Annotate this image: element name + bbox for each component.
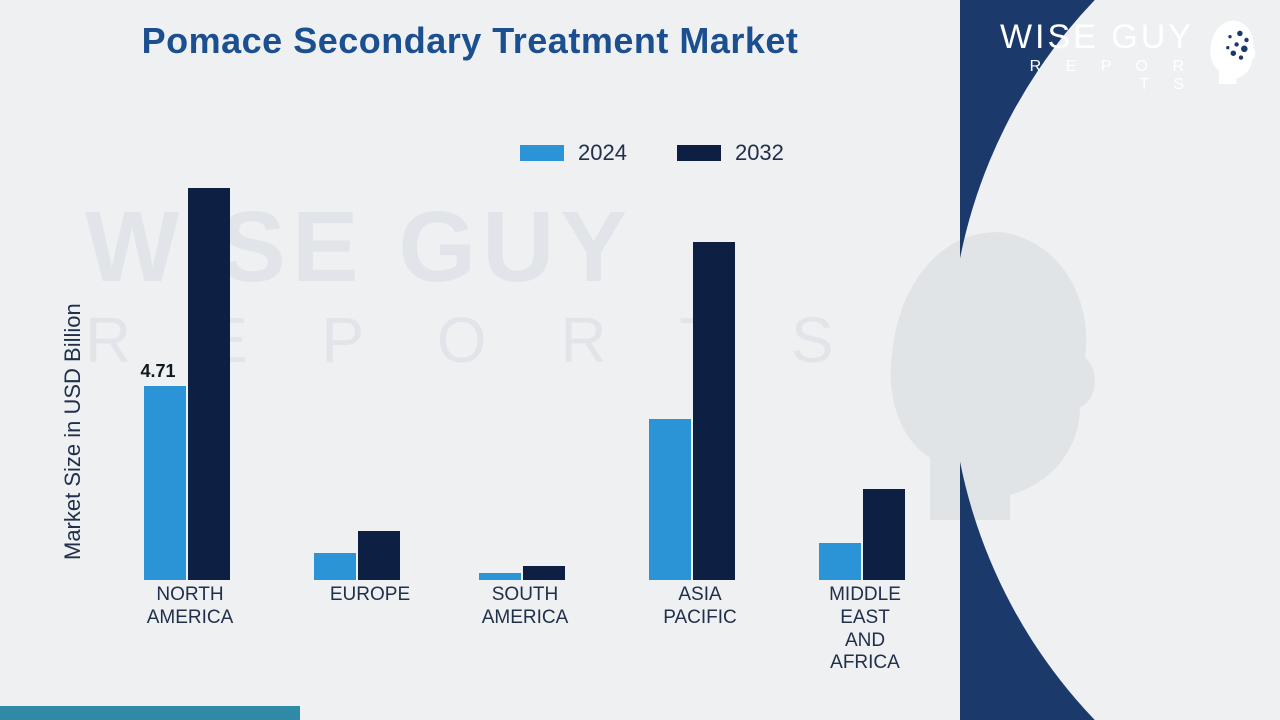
x-axis-label: NORTHAMERICA xyxy=(115,584,265,630)
bar-2024 xyxy=(819,543,861,580)
bar-2024 xyxy=(144,386,186,580)
legend-item-2032: 2032 xyxy=(677,140,784,166)
y-axis-label: Market Size in USD Billion xyxy=(60,303,86,560)
bar-2032 xyxy=(358,531,400,580)
legend-swatch-2024 xyxy=(520,145,564,161)
bar-2032 xyxy=(188,188,230,580)
logo-text-line1: WISE GUY xyxy=(996,20,1194,54)
bar-2024 xyxy=(314,553,356,580)
bar-2024 xyxy=(479,573,521,580)
logo-head-icon xyxy=(1200,18,1260,84)
stage: WISE GUY R E P O R T S Pomace Secondary … xyxy=(0,0,1280,720)
legend-label-2024: 2024 xyxy=(578,140,627,166)
bar-value-label: 4.71 xyxy=(128,361,188,382)
brand-logo: WISE GUY R E P O R T S xyxy=(996,20,1256,94)
legend: 2024 2032 xyxy=(520,140,784,166)
legend-item-2024: 2024 xyxy=(520,140,627,166)
bar-2032 xyxy=(693,242,735,580)
x-axis-label: ASIAPACIFIC xyxy=(625,584,775,630)
legend-swatch-2032 xyxy=(677,145,721,161)
bar-2032 xyxy=(863,489,905,580)
x-axis-label: SOUTHAMERICA xyxy=(450,584,600,630)
chart-plot: 4.71 xyxy=(100,180,960,580)
x-axis-label: EUROPE xyxy=(295,584,445,607)
legend-label-2032: 2032 xyxy=(735,140,784,166)
x-axis-labels: NORTHAMERICA EUROPESOUTHAMERICA ASIAPACIFI… xyxy=(100,584,960,704)
chart-title: Pomace Secondary Treatment Market xyxy=(60,20,880,62)
accent-bar xyxy=(0,706,300,720)
bar-2024 xyxy=(649,419,691,580)
logo-text-line2: R E P O R T S xyxy=(996,58,1194,94)
x-axis-label: MIDDLEEASTANDAFRICA xyxy=(790,584,940,675)
bar-2032 xyxy=(523,566,565,580)
